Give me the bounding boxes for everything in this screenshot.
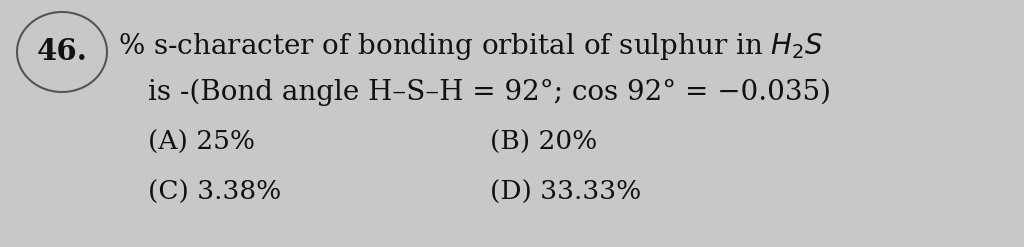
Text: (B) 20%: (B) 20%: [490, 129, 597, 155]
Text: 46.: 46.: [37, 38, 87, 66]
Text: (D) 33.33%: (D) 33.33%: [490, 180, 641, 205]
Text: (A) 25%: (A) 25%: [148, 129, 255, 155]
Text: is -(Bond angle H–S–H = 92°; cos 92° = −0.035): is -(Bond angle H–S–H = 92°; cos 92° = −…: [148, 78, 831, 106]
Text: % s-character of bonding orbital of sulphur in $H_2S$: % s-character of bonding orbital of sulp…: [118, 32, 823, 62]
Text: (C) 3.38%: (C) 3.38%: [148, 180, 282, 205]
